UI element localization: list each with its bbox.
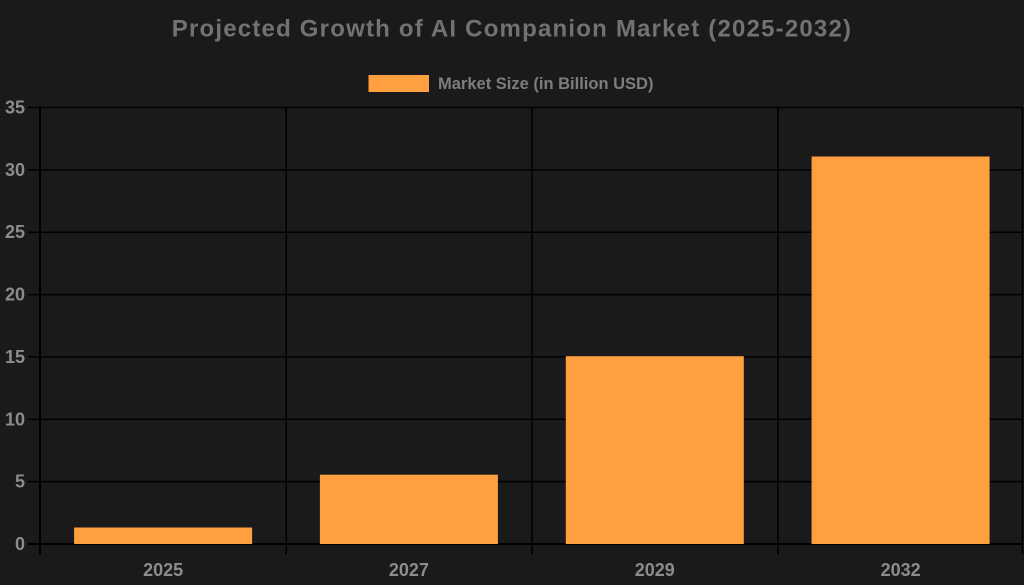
svg-text:35: 35 xyxy=(5,98,25,118)
svg-text:25: 25 xyxy=(5,222,25,242)
svg-text:2032: 2032 xyxy=(881,560,921,580)
svg-text:10: 10 xyxy=(5,409,25,429)
svg-text:5: 5 xyxy=(15,472,25,492)
svg-text:2025: 2025 xyxy=(143,560,183,580)
svg-text:Projected Growth of AI Compani: Projected Growth of AI Companion Market … xyxy=(172,16,852,43)
svg-text:Market Size (in Billion USD): Market Size (in Billion USD) xyxy=(438,75,653,93)
svg-text:2029: 2029 xyxy=(635,560,675,580)
svg-text:0: 0 xyxy=(15,534,25,554)
svg-text:15: 15 xyxy=(5,347,25,367)
svg-text:20: 20 xyxy=(5,285,25,305)
svg-text:2027: 2027 xyxy=(389,560,429,580)
svg-text:30: 30 xyxy=(5,160,25,180)
